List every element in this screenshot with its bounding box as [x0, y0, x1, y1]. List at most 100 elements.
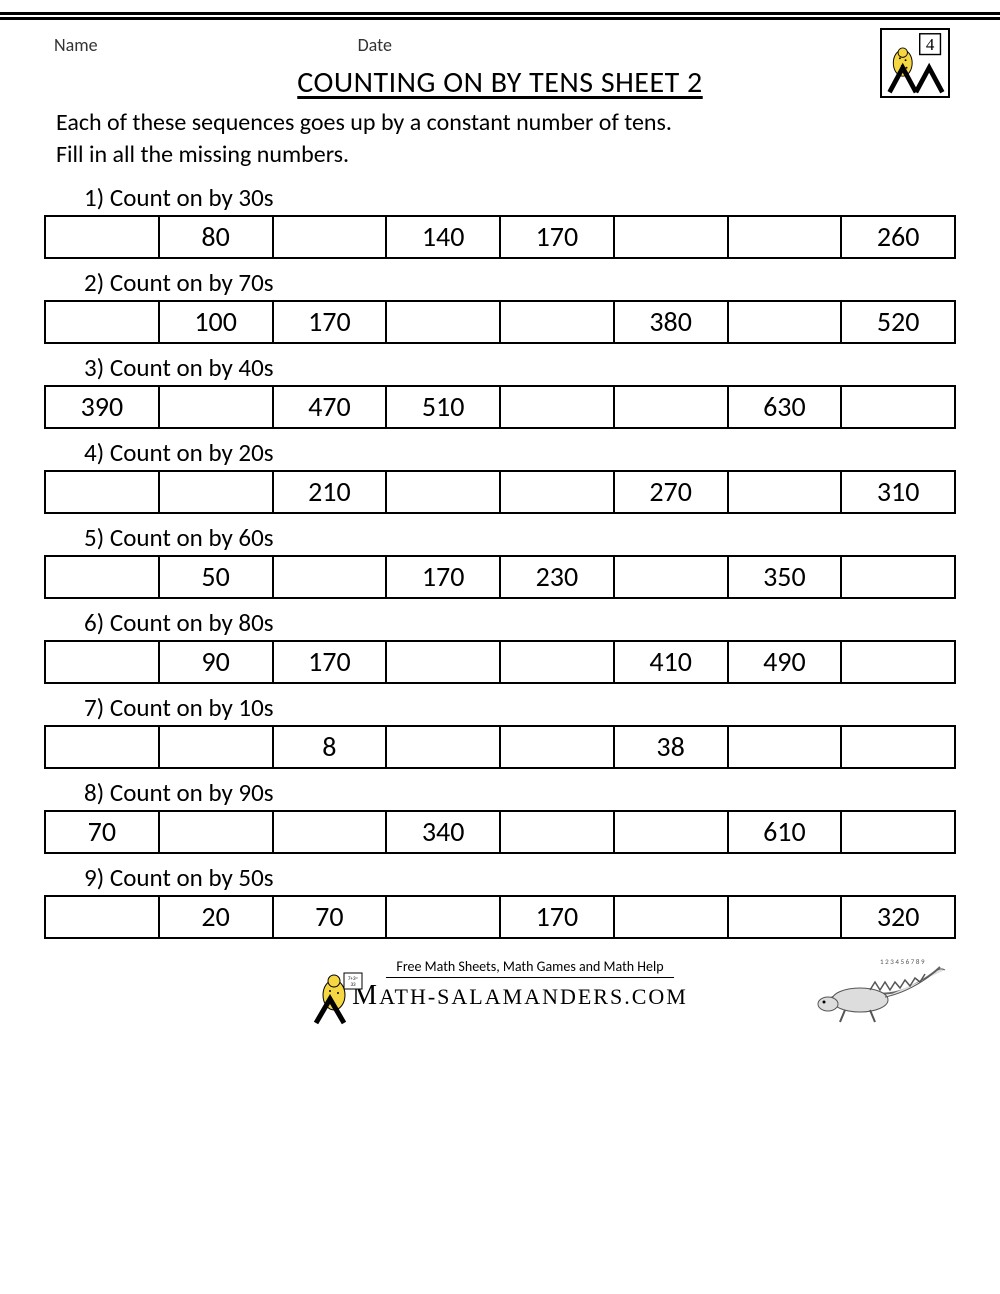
sequence-cell[interactable]: 230: [500, 556, 614, 598]
sequence-cell[interactable]: [614, 811, 728, 853]
problem-label: 4) Count on by 20s: [44, 437, 956, 468]
problem-7: 7) Count on by 10s8 38: [44, 692, 956, 769]
sequence-cell[interactable]: [614, 216, 728, 258]
sequence-cell[interactable]: [159, 471, 273, 513]
sequence-cell[interactable]: [500, 471, 614, 513]
problem-label: 2) Count on by 70s: [44, 267, 956, 298]
sequence-cell[interactable]: [841, 641, 955, 683]
sequence-cell[interactable]: [841, 726, 955, 768]
sequence-cell[interactable]: [500, 726, 614, 768]
sequence-cell[interactable]: [841, 386, 955, 428]
sequence-cell[interactable]: 340: [386, 811, 500, 853]
worksheet-page: Name Date 4 COUNTING ON BY TENS SHEET 2 …: [0, 12, 1000, 1047]
problem-label: 5) Count on by 60s: [44, 522, 956, 553]
problem-5: 5) Count on by 60s50 170230 350: [44, 522, 956, 599]
sequence-cell[interactable]: 310: [841, 471, 955, 513]
problem-label: 9) Count on by 50s: [44, 862, 956, 893]
sequence-table: 90170 410490: [44, 640, 956, 684]
sequence-cell[interactable]: [45, 641, 159, 683]
sequence-cell[interactable]: [728, 471, 842, 513]
problem-8: 8) Count on by 90s70 340 610: [44, 777, 956, 854]
sequence-cell[interactable]: [841, 811, 955, 853]
footer-tagline: Free Math Sheets, Math Games and Math He…: [386, 958, 673, 978]
sequence-cell[interactable]: [159, 811, 273, 853]
sequence-cell[interactable]: [500, 301, 614, 343]
sequence-cell[interactable]: 90: [159, 641, 273, 683]
sequence-cell[interactable]: 170: [273, 641, 387, 683]
sequence-cell[interactable]: [159, 386, 273, 428]
sequence-table: 70 340 610: [44, 810, 956, 854]
sequence-cell[interactable]: 170: [386, 556, 500, 598]
sequence-cell[interactable]: 320: [841, 896, 955, 938]
sequence-cell[interactable]: 470: [273, 386, 387, 428]
sequence-cell[interactable]: [45, 896, 159, 938]
sequence-cell[interactable]: 630: [728, 386, 842, 428]
problem-label: 1) Count on by 30s: [44, 182, 956, 213]
problem-label: 3) Count on by 40s: [44, 352, 956, 383]
sequence-cell[interactable]: [841, 556, 955, 598]
sequence-cell[interactable]: [273, 216, 387, 258]
sequence-cell[interactable]: [728, 301, 842, 343]
sequence-cell[interactable]: 8: [273, 726, 387, 768]
sequence-cell[interactable]: 100: [159, 301, 273, 343]
sequence-cell[interactable]: [728, 216, 842, 258]
sequence-cell[interactable]: [45, 216, 159, 258]
sequence-cell[interactable]: [614, 386, 728, 428]
instructions: Each of these sequences goes up by a con…: [0, 107, 1000, 172]
sequence-cell[interactable]: [728, 896, 842, 938]
sequence-cell[interactable]: 20: [159, 896, 273, 938]
sequence-cell[interactable]: [500, 811, 614, 853]
sequence-cell[interactable]: [386, 896, 500, 938]
sequence-cell[interactable]: 140: [386, 216, 500, 258]
sequence-cell[interactable]: [45, 471, 159, 513]
sequence-cell[interactable]: 270: [614, 471, 728, 513]
sequence-cell[interactable]: [45, 301, 159, 343]
sequence-cell[interactable]: [159, 726, 273, 768]
sequence-cell[interactable]: [45, 726, 159, 768]
sequence-cell[interactable]: 410: [614, 641, 728, 683]
problem-label: 7) Count on by 10s: [44, 692, 956, 723]
sequence-table: 80 140170 260: [44, 215, 956, 259]
sequence-cell[interactable]: [614, 556, 728, 598]
instructions-line-2: Fill in all the missing numbers.: [56, 139, 944, 171]
sequence-cell[interactable]: [386, 471, 500, 513]
sequence-cell[interactable]: [273, 556, 387, 598]
sequence-cell[interactable]: [273, 811, 387, 853]
sequence-table: 390 470510 630: [44, 385, 956, 429]
sequence-cell[interactable]: [386, 641, 500, 683]
sequence-cell[interactable]: 50: [159, 556, 273, 598]
sequence-cell[interactable]: 380: [614, 301, 728, 343]
problems-container: 1) Count on by 30s801401702602) Count on…: [0, 182, 1000, 939]
footer: 7+3= 33 Free Math Sheets, Math Games and…: [0, 957, 1000, 1047]
sequence-cell[interactable]: 80: [159, 216, 273, 258]
sequence-cell[interactable]: 350: [728, 556, 842, 598]
sequence-cell[interactable]: [500, 386, 614, 428]
sequence-cell[interactable]: 510: [386, 386, 500, 428]
salamander-icon: 1 2 3 4 5 6 7 8 9: [810, 952, 950, 1032]
problem-label: 8) Count on by 90s: [44, 777, 956, 808]
sequence-table: 210 270 310: [44, 470, 956, 514]
problem-9: 9) Count on by 50s2070 170 320: [44, 862, 956, 939]
problem-1: 1) Count on by 30s80 140170 260: [44, 182, 956, 259]
sequence-cell[interactable]: [500, 641, 614, 683]
sequence-cell[interactable]: [386, 726, 500, 768]
sequence-cell[interactable]: 260: [841, 216, 955, 258]
sequence-cell[interactable]: [45, 556, 159, 598]
sequence-cell[interactable]: 170: [273, 301, 387, 343]
sequence-cell[interactable]: 610: [728, 811, 842, 853]
sequence-cell[interactable]: 490: [728, 641, 842, 683]
sequence-cell[interactable]: 70: [273, 896, 387, 938]
date-label: Date: [358, 34, 392, 56]
sequence-cell[interactable]: [728, 726, 842, 768]
sequence-cell[interactable]: [614, 896, 728, 938]
sequence-cell[interactable]: 390: [45, 386, 159, 428]
sequence-cell[interactable]: 170: [500, 896, 614, 938]
sequence-cell[interactable]: 170: [500, 216, 614, 258]
problem-3: 3) Count on by 40s390 470510 630: [44, 352, 956, 429]
svg-text:33: 33: [350, 982, 356, 988]
sequence-cell[interactable]: 520: [841, 301, 955, 343]
sequence-cell[interactable]: 70: [45, 811, 159, 853]
sequence-cell[interactable]: [386, 301, 500, 343]
sequence-cell[interactable]: 38: [614, 726, 728, 768]
sequence-cell[interactable]: 210: [273, 471, 387, 513]
